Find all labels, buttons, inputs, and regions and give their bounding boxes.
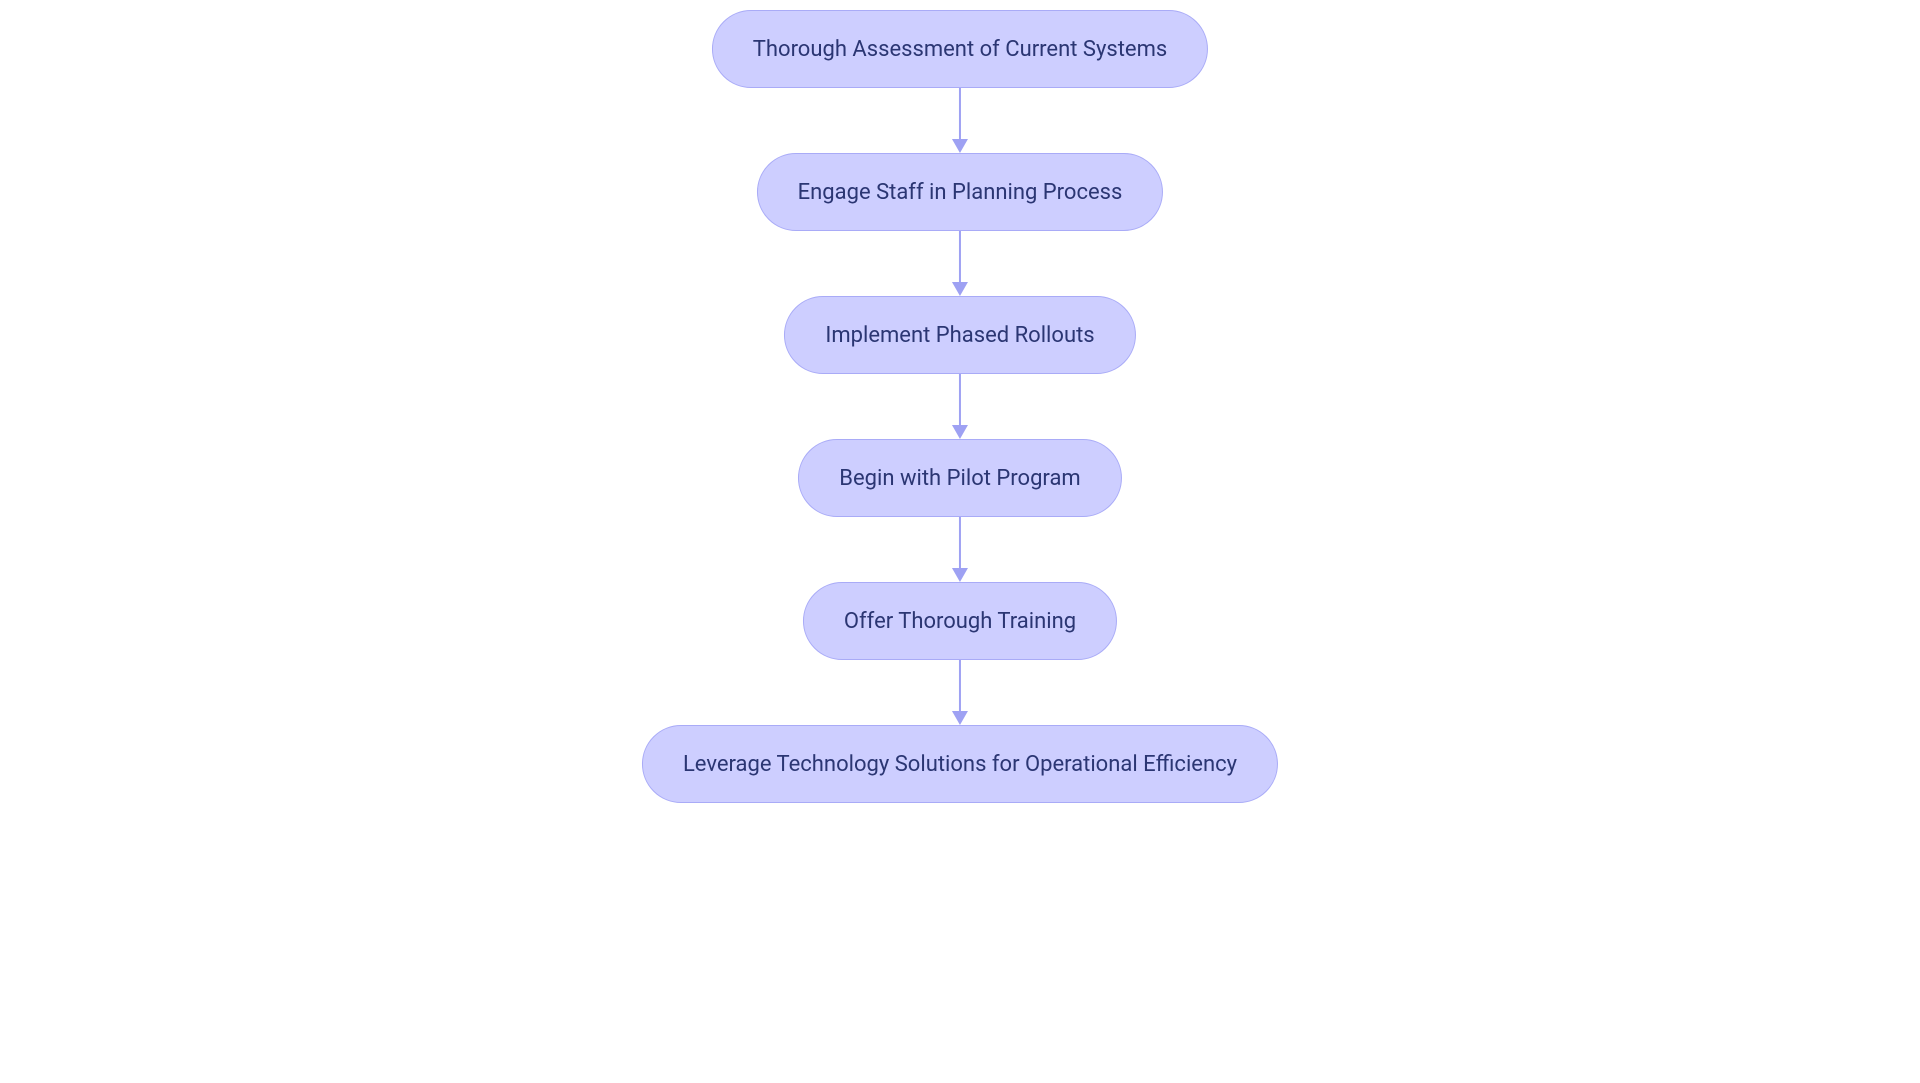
flowchart-node: Leverage Technology Solutions for Operat… bbox=[642, 725, 1278, 803]
flowchart-arrow bbox=[952, 517, 968, 582]
flowchart-arrow bbox=[952, 660, 968, 725]
flowchart-arrow bbox=[952, 88, 968, 153]
flowchart-arrow bbox=[952, 231, 968, 296]
flowchart-node: Begin with Pilot Program bbox=[798, 439, 1121, 517]
flowchart-node: Offer Thorough Training bbox=[803, 582, 1117, 660]
flowchart-node: Thorough Assessment of Current Systems bbox=[712, 10, 1208, 88]
flowchart-node: Implement Phased Rollouts bbox=[784, 296, 1135, 374]
flowchart-container: Thorough Assessment of Current Systems En… bbox=[642, 10, 1278, 803]
flowchart-arrow bbox=[952, 374, 968, 439]
flowchart-node: Engage Staff in Planning Process bbox=[757, 153, 1164, 231]
